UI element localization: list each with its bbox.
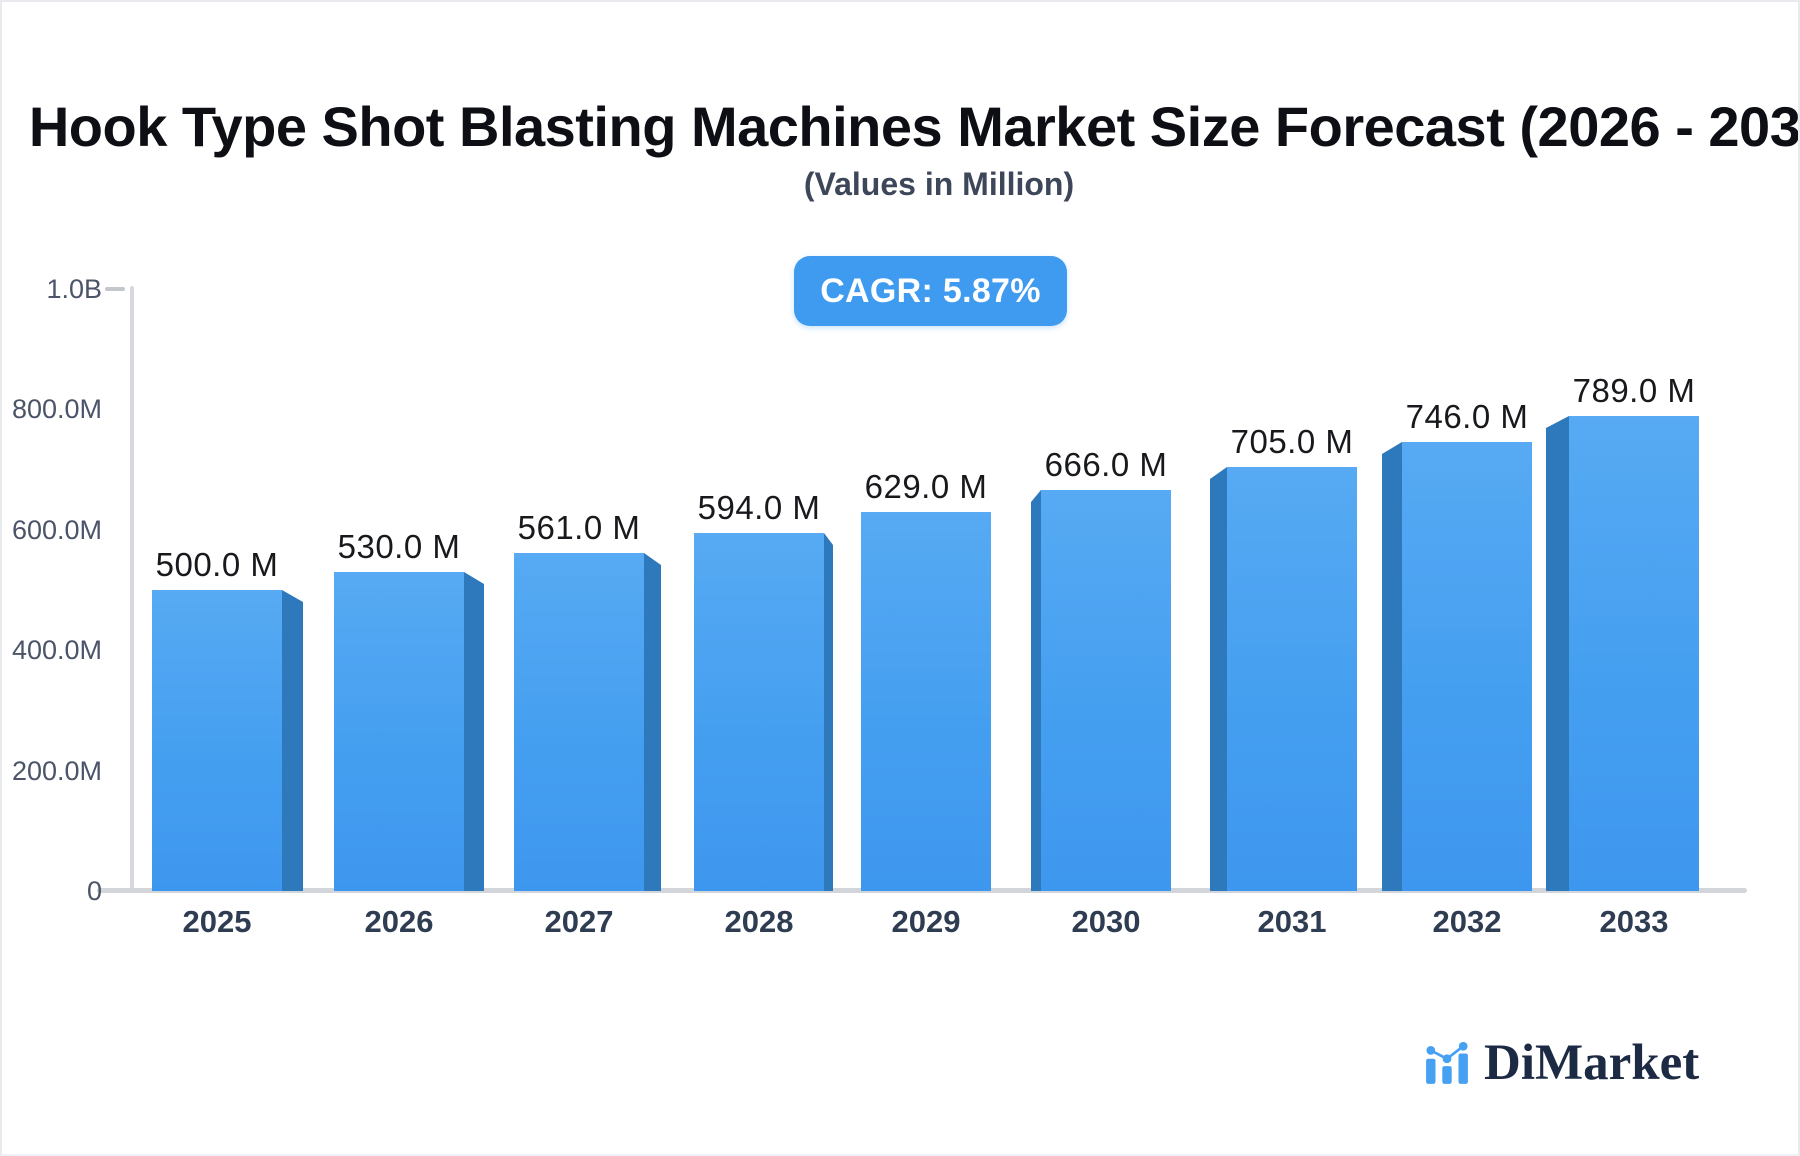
y-axis-line (130, 286, 134, 891)
bar-value-label: 561.0 M (517, 509, 641, 546)
x-tick-label: 2026 (364, 904, 434, 939)
cagr-badge: CAGR: 5.87% (794, 256, 1067, 326)
bar-face-2031 (1227, 467, 1357, 891)
dimarket-logo-icon (1426, 1041, 1468, 1084)
bar-side-2025 (282, 590, 303, 891)
x-tick-label: 2027 (544, 904, 614, 939)
bar-face-2026 (334, 572, 464, 891)
x-tick-label: 2028 (724, 904, 794, 939)
bar-value-label: 500.0 M (155, 546, 279, 583)
cagr-badge-label: CAGR: 5.87% (820, 271, 1041, 310)
chart-subtitle: (Values in Million) (803, 166, 1075, 202)
bar-value-label: 789.0 M (1572, 372, 1696, 409)
bar-face-2029 (861, 512, 991, 891)
bar-side-2028 (824, 533, 833, 891)
bar-value-label: 530.0 M (337, 528, 461, 565)
y-tick-label: 800.0M (11, 394, 102, 424)
x-tick-label: 2033 (1599, 904, 1669, 939)
bar-value-label: 746.0 M (1405, 398, 1529, 435)
bar-face-2030 (1041, 490, 1171, 891)
bar-face-2028 (694, 533, 824, 891)
bar-side-2031 (1210, 467, 1227, 891)
y-tick-label: 0 (86, 876, 102, 906)
bar-face-2032 (1402, 442, 1532, 891)
x-tick-label: 2029 (891, 904, 961, 939)
y-tick-label: 200.0M (11, 756, 102, 786)
bar-side-2032 (1382, 442, 1402, 891)
bar-face-2033 (1569, 416, 1699, 891)
bar-side-2030 (1031, 490, 1041, 891)
x-tick-label: 2031 (1257, 904, 1327, 939)
dimarket-logo: DiMarket (1424, 1038, 1699, 1089)
bar-side-2026 (464, 572, 484, 891)
y-tick-label: 400.0M (11, 635, 102, 665)
bar-value-label: 705.0 M (1230, 423, 1354, 460)
bar-value-label: 629.0 M (864, 468, 988, 505)
bar-face-2027 (514, 553, 644, 891)
y-tick-dash (105, 287, 125, 291)
bar-side-2033 (1546, 416, 1569, 891)
dimarket-logo-text: DiMarket (1484, 1035, 1700, 1091)
bar-value-label: 594.0 M (697, 489, 821, 526)
chart-title: Hook Type Shot Blasting Machines Market … (28, 95, 1800, 158)
y-tick-label: 600.0M (11, 515, 102, 545)
x-tick-label: 2025 (182, 904, 252, 939)
x-tick-label: 2032 (1432, 904, 1502, 939)
bar-face-2025 (152, 590, 282, 891)
bar-value-label: 666.0 M (1044, 446, 1168, 483)
bar-side-2027 (644, 553, 661, 891)
x-tick-label: 2030 (1071, 904, 1141, 939)
y-tick-label: 1.0B (46, 274, 102, 304)
